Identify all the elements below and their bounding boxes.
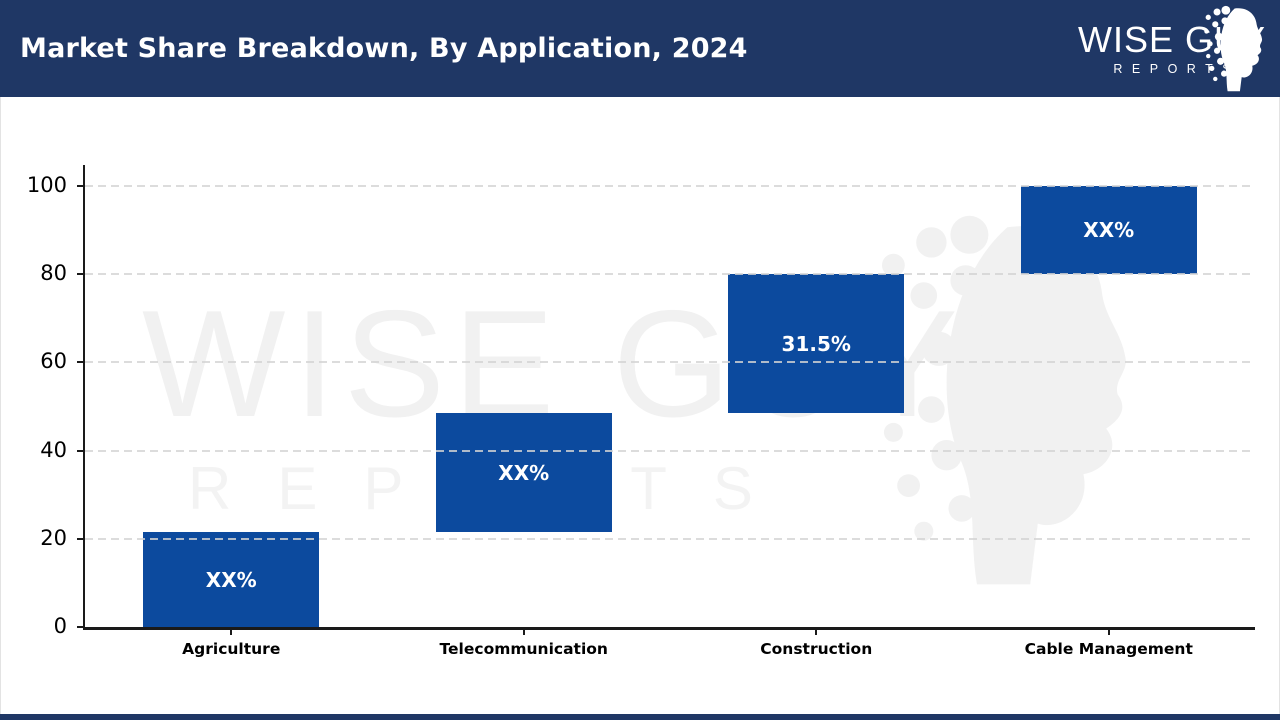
bar-cable-management: XX% [1020, 186, 1197, 275]
y-tick-60 [77, 361, 85, 364]
x-axis [83, 627, 1255, 630]
bar-value-label: XX% [498, 460, 550, 485]
y-tick-80 [77, 273, 85, 276]
wiseguy-head-icon [1204, 5, 1263, 92]
gridline-100 [85, 185, 1255, 187]
y-tick-label-60: 60 [40, 349, 67, 374]
bar-agriculture: XX% [143, 532, 320, 627]
bar-value-label: XX% [1083, 218, 1135, 243]
bar-construction: 31.5% [728, 274, 905, 414]
x-tick-label-construction: Construction [760, 640, 873, 658]
header: Market Share Breakdown, By Application, … [0, 0, 1280, 97]
y-tick-0 [77, 626, 85, 628]
gridline-20 [85, 537, 1255, 540]
y-tick-label-100: 100 [26, 173, 67, 197]
bar-value-label: XX% [205, 567, 257, 592]
footer-bar [0, 714, 1280, 720]
x-tick-cable-management [1107, 627, 1110, 635]
y-tick-20 [77, 537, 85, 540]
x-tick-label-agriculture: Agriculture [182, 640, 281, 658]
gridline-60 [85, 361, 1255, 364]
y-tick-label-80: 80 [40, 261, 67, 286]
bar-value-label: 31.5% [781, 331, 851, 356]
x-tick-label-telecommunication: Telecommunication [439, 640, 608, 658]
x-tick-agriculture [230, 627, 233, 635]
gridline-80 [85, 273, 1255, 276]
wiseguy-logo: WISE GUY REPORTS [1078, 0, 1268, 97]
bar-telecommunication: XX% [435, 413, 612, 533]
y-tick-label-0: 0 [53, 614, 67, 638]
x-tick-label-cable-management: Cable Management [1024, 640, 1193, 658]
x-tick-construction [815, 627, 818, 635]
y-axis [83, 165, 85, 630]
y-tick-label-20: 20 [40, 525, 67, 550]
x-tick-telecommunication [522, 627, 525, 635]
gridline-40 [85, 449, 1255, 452]
logo-line2: REPORTS [1113, 61, 1241, 76]
y-tick-100 [77, 185, 85, 187]
y-tick-label-40: 40 [40, 437, 67, 462]
y-tick-40 [77, 449, 85, 452]
page-title: Market Share Breakdown, By Application, … [20, 33, 748, 64]
